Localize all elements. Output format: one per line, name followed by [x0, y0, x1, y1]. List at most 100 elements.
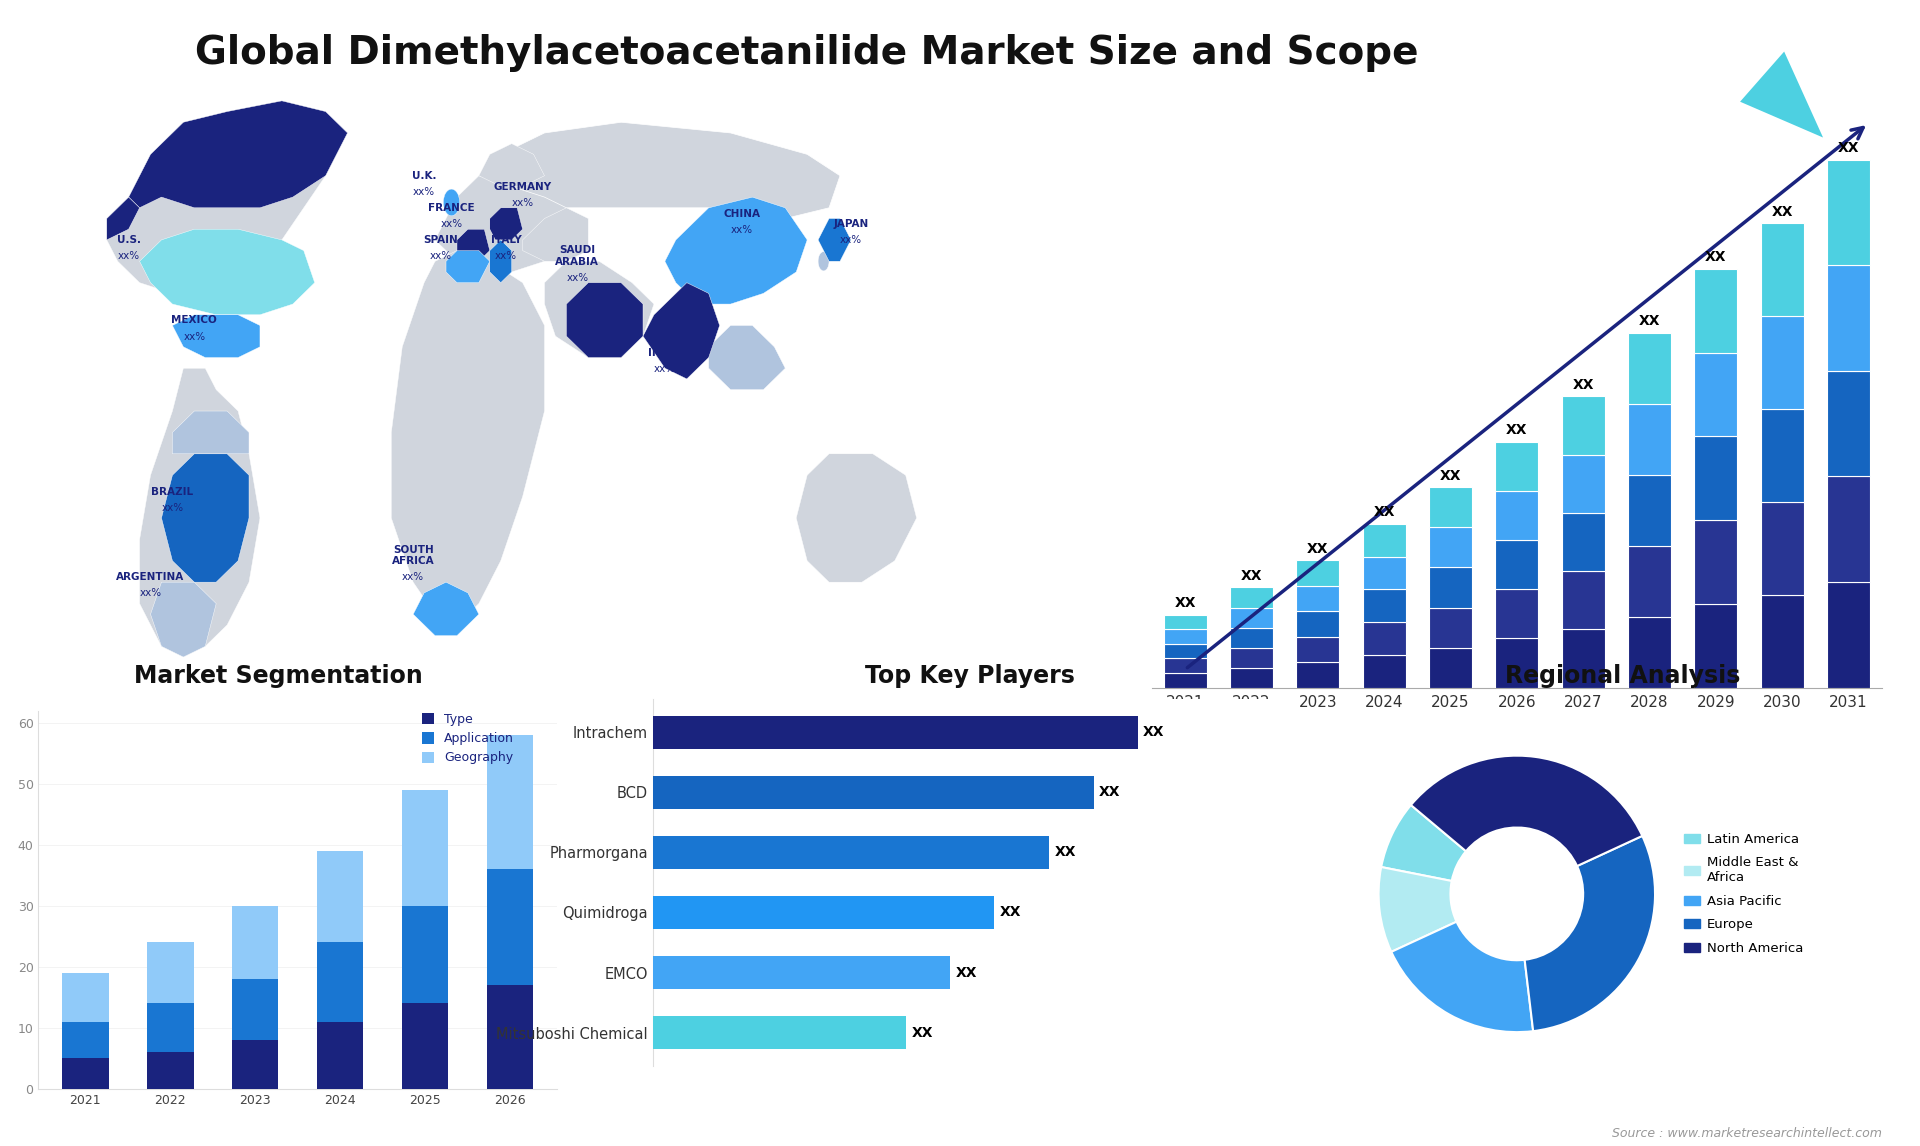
Polygon shape — [140, 229, 315, 315]
Bar — [486, 869, 534, 986]
Bar — [1828, 582, 1870, 688]
Bar — [1296, 662, 1340, 688]
Bar — [146, 1003, 194, 1052]
Polygon shape — [478, 143, 545, 187]
Text: FRANCE: FRANCE — [428, 203, 474, 213]
Bar — [1363, 589, 1405, 622]
Bar — [232, 979, 278, 1039]
Bar — [1761, 502, 1803, 595]
Text: CHINA: CHINA — [724, 209, 760, 219]
Text: xx%: xx% — [161, 503, 184, 512]
Text: xx%: xx% — [140, 588, 161, 598]
Polygon shape — [490, 207, 522, 240]
Bar — [1363, 524, 1405, 557]
Bar — [653, 716, 1139, 748]
Polygon shape — [457, 229, 490, 261]
Text: xx%: xx% — [430, 251, 451, 261]
Bar — [1561, 629, 1605, 688]
Polygon shape — [818, 219, 851, 261]
Text: INTELLECT: INTELLECT — [1830, 113, 1887, 124]
Legend: Latin America, Middle East &
Africa, Asia Pacific, Europe, North America: Latin America, Middle East & Africa, Asi… — [1678, 827, 1809, 960]
Text: GERMANY: GERMANY — [493, 182, 551, 191]
Bar — [1693, 353, 1738, 437]
Bar — [1363, 622, 1405, 654]
Wedge shape — [1411, 755, 1642, 866]
Polygon shape — [708, 325, 785, 390]
Polygon shape — [490, 240, 511, 283]
Bar — [1428, 607, 1473, 647]
Bar — [61, 1021, 109, 1058]
Polygon shape — [150, 582, 217, 657]
Bar — [317, 942, 363, 1021]
Bar — [401, 1003, 449, 1089]
Bar — [1828, 266, 1870, 371]
Bar — [653, 896, 995, 929]
Bar — [1428, 487, 1473, 527]
Bar — [1761, 223, 1803, 316]
Text: SAUDI
ARABIA: SAUDI ARABIA — [555, 245, 599, 267]
Text: XX: XX — [1837, 141, 1859, 155]
Text: MEXICO: MEXICO — [171, 315, 217, 325]
Bar — [1828, 371, 1870, 477]
Text: U.K.: U.K. — [413, 171, 436, 181]
Text: SOUTH
AFRICA: SOUTH AFRICA — [392, 544, 434, 566]
Polygon shape — [140, 368, 259, 657]
Text: xx%: xx% — [117, 251, 140, 261]
Bar — [653, 835, 1050, 869]
Polygon shape — [797, 454, 916, 582]
Text: xx%: xx% — [182, 150, 205, 159]
Text: XX: XX — [1572, 378, 1594, 392]
Polygon shape — [173, 315, 259, 358]
Text: XX: XX — [1505, 423, 1528, 438]
Text: XX: XX — [1440, 469, 1461, 482]
Bar — [232, 905, 278, 979]
Bar — [1761, 409, 1803, 502]
Text: XX: XX — [912, 1026, 933, 1039]
Polygon shape — [445, 251, 490, 283]
Text: XX: XX — [1308, 542, 1329, 556]
Text: XX: XX — [1000, 905, 1021, 919]
Text: XX: XX — [1142, 725, 1165, 739]
Bar — [653, 1017, 906, 1049]
Text: xx%: xx% — [730, 225, 753, 235]
Polygon shape — [161, 454, 250, 582]
Bar — [401, 790, 449, 905]
Text: Market Segmentation: Market Segmentation — [134, 664, 422, 688]
Bar — [1231, 647, 1273, 668]
Bar — [486, 735, 534, 869]
Text: xx%: xx% — [495, 251, 516, 261]
Text: ITALY: ITALY — [492, 235, 522, 245]
Polygon shape — [108, 101, 348, 293]
Bar — [1231, 588, 1273, 607]
Legend: Type, Application, Geography: Type, Application, Geography — [419, 709, 518, 768]
Bar — [1296, 637, 1340, 662]
Text: Source : www.marketresearchintellect.com: Source : www.marketresearchintellect.com — [1611, 1128, 1882, 1140]
Bar — [1693, 604, 1738, 688]
Text: xx%: xx% — [182, 331, 205, 342]
Bar — [1761, 316, 1803, 409]
Bar — [1428, 567, 1473, 607]
Bar — [486, 986, 534, 1089]
Bar — [1296, 560, 1340, 586]
Bar — [1693, 269, 1738, 353]
Polygon shape — [522, 207, 588, 261]
Bar — [1164, 614, 1208, 629]
Bar — [1496, 589, 1538, 638]
Wedge shape — [1524, 835, 1655, 1031]
Text: U.S.: U.S. — [117, 235, 140, 245]
Text: xx%: xx% — [413, 187, 436, 197]
Text: MARKET: MARKET — [1843, 70, 1887, 80]
Text: xx%: xx% — [566, 273, 588, 283]
Bar — [1693, 520, 1738, 604]
Text: xx%: xx% — [401, 572, 424, 582]
Text: XX: XX — [1705, 251, 1726, 265]
Bar — [1164, 629, 1208, 644]
Polygon shape — [566, 283, 643, 358]
Bar — [1231, 607, 1273, 628]
Text: xx%: xx% — [839, 235, 862, 245]
Bar — [1561, 455, 1605, 513]
Text: xx%: xx% — [511, 198, 534, 207]
Bar — [1628, 617, 1670, 688]
Bar — [1828, 477, 1870, 582]
Bar — [1496, 540, 1538, 589]
